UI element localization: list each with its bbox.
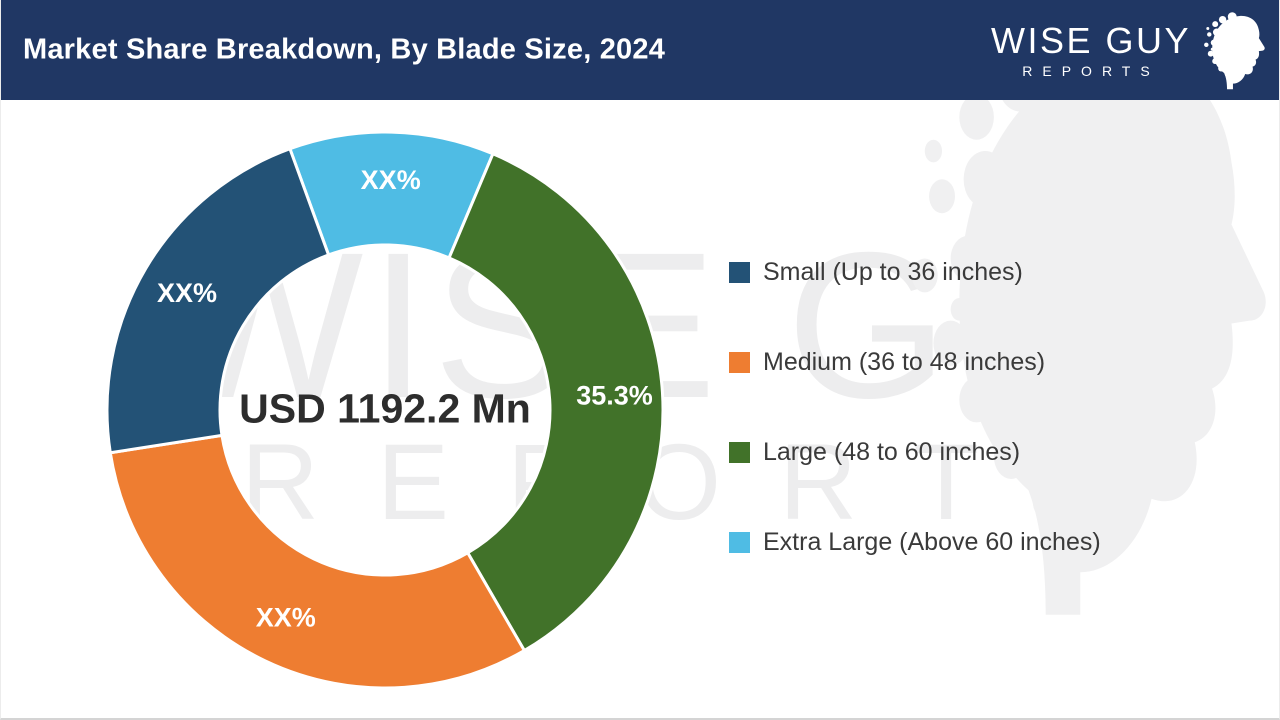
slice-label-small-up-to-36-inches: XX% [157, 278, 217, 308]
slice-label-medium-36-to-48-inches: XX% [256, 603, 316, 633]
legend-swatch [729, 441, 750, 463]
legend-item-small-up-to-36-inches: Small (Up to 36 inches) [729, 250, 1101, 294]
brand-face-icon [1204, 12, 1265, 90]
chart-title: Market Share Breakdown, By Blade Size, 2… [23, 33, 666, 66]
legend-item-large-48-to-60-inches: Large (48 to 60 inches) [729, 430, 1101, 474]
donut-chart: XX% 35.3% XX% XX% [105, 130, 665, 690]
slice-label-large-48-to-60-inches: 35.3% [576, 381, 653, 411]
slice-medium-36-to-48-inches [108, 433, 526, 690]
legend-label: Large (48 to 60 inches) [763, 437, 1021, 466]
legend-item-medium-36-to-48-inches: Medium (36 to 48 inches) [729, 340, 1101, 384]
brand-logo: WISE GUY REPORTS [991, 9, 1267, 91]
header-bar: Market Share Breakdown, By Blade Size, 2… [1, 0, 1279, 100]
legend-swatch [729, 531, 750, 553]
legend-item-extra-large-above-60-inches: Extra Large (Above 60 inches) [729, 520, 1101, 564]
slice-large-48-to-60-inches [447, 152, 665, 653]
legend-swatch [729, 261, 750, 283]
legend-swatch [729, 351, 750, 373]
legend-label: Small (Up to 36 inches) [763, 257, 1023, 286]
chart-legend: Small (Up to 36 inches) Medium (36 to 48 … [729, 250, 1101, 610]
watermark-face-icon [911, 26, 1266, 615]
legend-label: Extra Large (Above 60 inches) [763, 527, 1101, 556]
brand-name: WISE GUY [990, 19, 1191, 61]
slice-small-up-to-36-inches [105, 147, 331, 455]
slice-label-extra-large-above-60-inches: XX% [361, 165, 421, 195]
brand-logo-text: WISE GUY REPORTS [990, 19, 1191, 79]
chart-center-value: USD 1192.2 Mn [239, 385, 531, 432]
brand-subtitle: REPORTS [1022, 62, 1160, 79]
legend-label: Medium (36 to 48 inches) [763, 347, 1046, 376]
watermark-reports-text: REPORTS [241, 421, 1168, 542]
